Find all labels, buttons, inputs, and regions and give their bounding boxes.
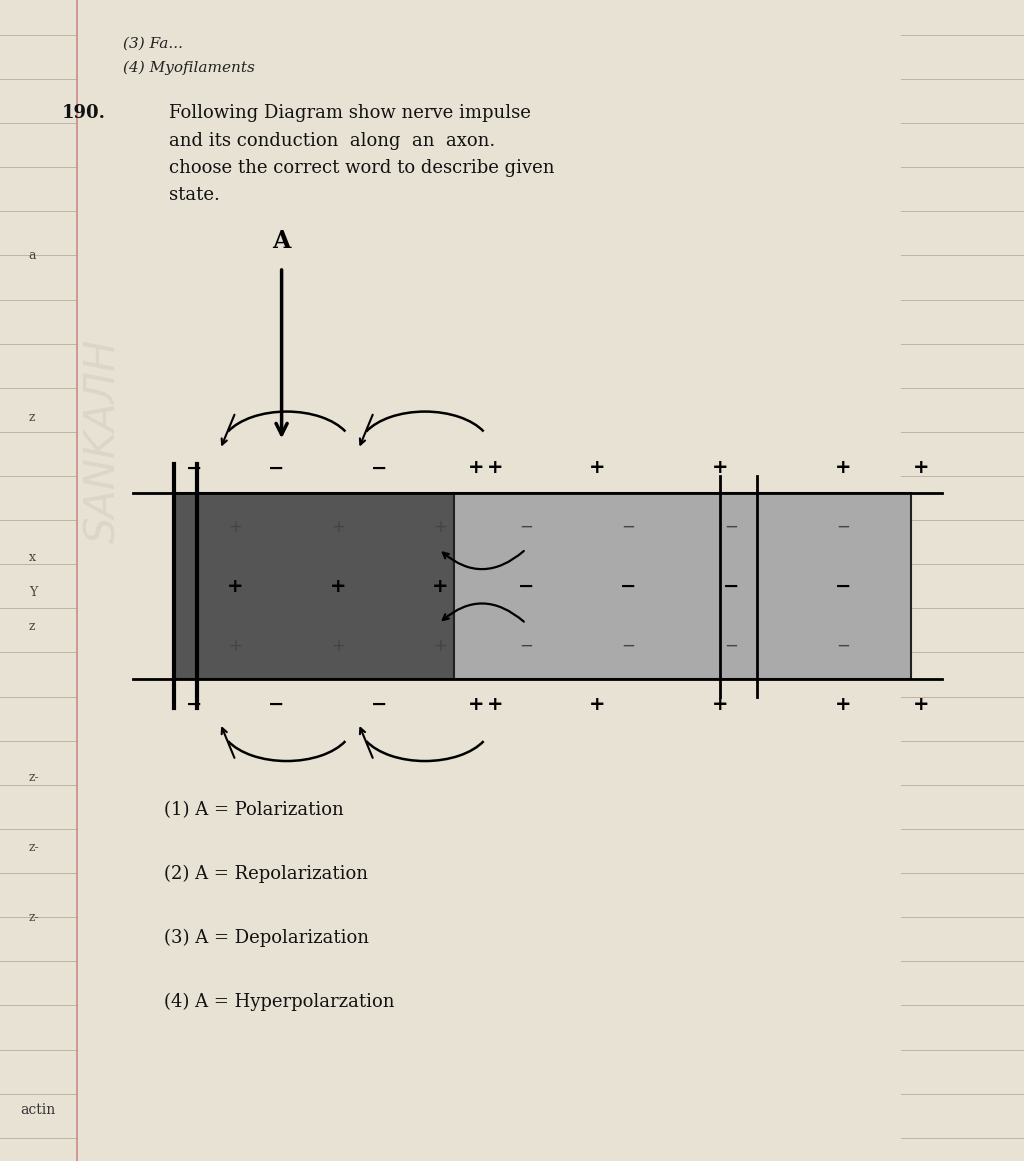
Text: +: +: [913, 695, 930, 714]
Text: −: −: [371, 695, 387, 714]
Text: z-: z-: [29, 771, 39, 785]
Text: +: +: [713, 459, 729, 477]
Text: +: +: [432, 577, 449, 596]
Text: −: −: [837, 518, 850, 536]
Text: 190.: 190.: [61, 104, 105, 123]
Text: +: +: [433, 518, 447, 536]
Text: a: a: [29, 248, 36, 262]
Text: x: x: [29, 550, 36, 564]
Text: actin: actin: [20, 1103, 55, 1117]
Text: +: +: [836, 695, 852, 714]
Text: (1) A = Polarization: (1) A = Polarization: [164, 801, 344, 820]
Text: +: +: [433, 636, 447, 655]
Text: z: z: [29, 620, 35, 634]
Text: (4) A = Hyperpolarzation: (4) A = Hyperpolarzation: [164, 993, 394, 1011]
Text: +: +: [487, 695, 504, 714]
Text: Following Diagram show nerve impulse
and its conduction  along  an  axon.
choose: Following Diagram show nerve impulse and…: [169, 104, 554, 204]
Text: (3) Fa...: (3) Fa...: [123, 37, 183, 51]
Text: +: +: [331, 518, 345, 536]
Text: −: −: [622, 518, 635, 536]
Text: −: −: [186, 459, 203, 477]
Text: −: −: [518, 577, 535, 596]
Text: +: +: [468, 695, 484, 714]
Text: −: −: [186, 695, 203, 714]
Text: −: −: [723, 577, 739, 596]
Text: −: −: [724, 636, 737, 655]
Text: +: +: [913, 459, 930, 477]
Bar: [455, 493, 911, 679]
Text: −: −: [519, 518, 532, 536]
Text: +: +: [227, 577, 244, 596]
Text: +: +: [590, 459, 606, 477]
Text: −: −: [724, 518, 737, 536]
Text: +: +: [836, 459, 852, 477]
Text: −: −: [268, 459, 285, 477]
Text: −: −: [268, 695, 285, 714]
Bar: [174, 493, 455, 679]
Text: +: +: [228, 636, 243, 655]
Text: SANKАЛН: SANKАЛН: [82, 339, 124, 543]
Text: z: z: [29, 411, 35, 425]
Text: +: +: [331, 636, 345, 655]
Text: (4) Myofilaments: (4) Myofilaments: [123, 60, 255, 74]
Text: −: −: [371, 459, 387, 477]
Text: (3) A = Depolarization: (3) A = Depolarization: [164, 929, 369, 947]
Text: +: +: [228, 518, 243, 536]
Text: A: A: [272, 229, 291, 253]
Text: +: +: [468, 459, 484, 477]
Text: z-: z-: [29, 841, 39, 854]
Text: −: −: [622, 636, 635, 655]
Text: +: +: [713, 695, 729, 714]
Text: +: +: [330, 577, 346, 596]
Text: −: −: [837, 636, 850, 655]
Text: (2) A = Repolarization: (2) A = Repolarization: [164, 865, 368, 884]
Text: Y: Y: [29, 585, 37, 599]
Text: −: −: [836, 577, 852, 596]
Text: +: +: [487, 459, 504, 477]
Text: −: −: [519, 636, 532, 655]
Text: z-: z-: [29, 910, 39, 924]
Text: −: −: [621, 577, 637, 596]
Text: +: +: [590, 695, 606, 714]
